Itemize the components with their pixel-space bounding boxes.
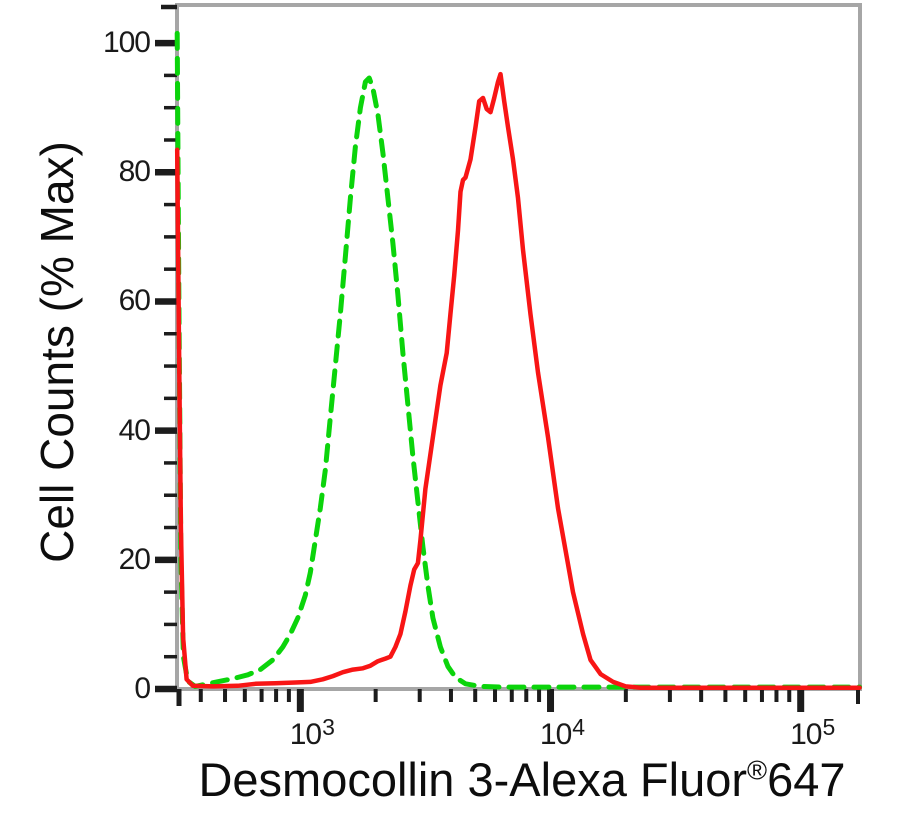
plot-frame — [175, 3, 862, 691]
x-tick-label-exponent: 4 — [572, 714, 585, 740]
y-tick-label: 20 — [118, 542, 151, 576]
red-solid-stained-curve — [174, 71, 862, 690]
registered-trademark-symbol: ® — [747, 754, 768, 786]
y-tick-label: 80 — [118, 155, 151, 189]
x-axis-title-number: 647 — [767, 753, 846, 806]
y-tick-label: 100 — [102, 26, 151, 60]
y-tick-label: 0 — [134, 672, 151, 705]
x-tick-label-base: 10 — [539, 718, 572, 751]
y-tick-label: 60 — [118, 284, 151, 318]
x-axis-title-text: Desmocollin 3-Alexa Fluor — [198, 753, 748, 806]
x-tick-label-exponent: 5 — [822, 714, 835, 740]
y-tick-label: 40 — [118, 413, 151, 447]
x-tick-label-exponent: 3 — [322, 714, 335, 740]
x-axis-title: Desmocollin 3-Alexa Fluor®647 — [198, 752, 845, 807]
x-tick-label: 103 — [289, 712, 335, 752]
x-tick-label: 105 — [790, 712, 835, 752]
x-tick-label: 104 — [539, 712, 585, 752]
y-axis-title: Cell Counts (% Max) — [31, 141, 83, 563]
x-tick-label-base: 10 — [289, 718, 322, 751]
green-dashed-control-curve — [174, 30, 863, 690]
x-tick-label-base: 10 — [790, 718, 822, 751]
